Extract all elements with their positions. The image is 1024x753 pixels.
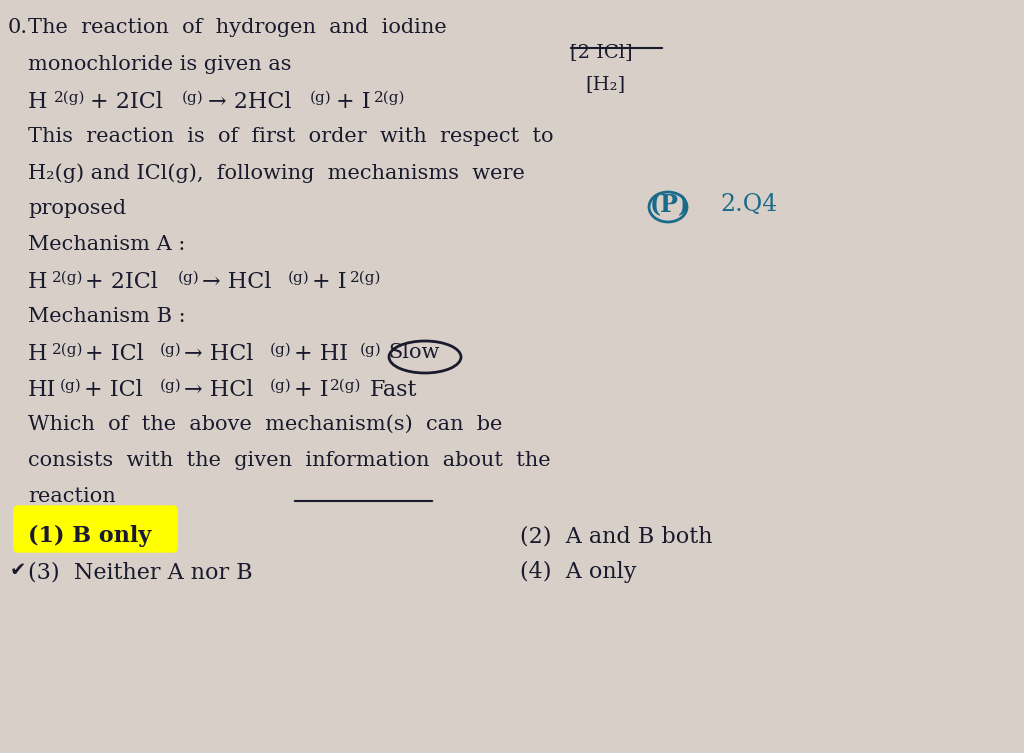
Text: → HCl: → HCl xyxy=(202,271,271,293)
Text: (1) B only: (1) B only xyxy=(28,525,152,547)
Text: (3)  Neither A nor B: (3) Neither A nor B xyxy=(28,561,253,583)
Text: 2.Q4: 2.Q4 xyxy=(720,193,777,216)
Text: 2(g): 2(g) xyxy=(350,271,382,285)
Text: (P): (P) xyxy=(650,193,690,217)
Text: + 2ICl: + 2ICl xyxy=(90,91,163,113)
Text: HI: HI xyxy=(28,379,56,401)
Text: This  reaction  is  of  first  order  with  respect  to: This reaction is of first order with res… xyxy=(28,127,554,146)
Text: Which  of  the  above  mechanism(s)  can  be: Which of the above mechanism(s) can be xyxy=(28,415,503,434)
Text: H: H xyxy=(28,91,47,113)
Text: 2(g): 2(g) xyxy=(374,91,406,105)
Text: 2(g): 2(g) xyxy=(52,343,84,358)
Text: Mechanism A :: Mechanism A : xyxy=(28,235,185,254)
Text: 2(g): 2(g) xyxy=(54,91,85,105)
Text: + 2ICl: + 2ICl xyxy=(85,271,158,293)
Text: consists  with  the  given  information  about  the: consists with the given information abou… xyxy=(28,451,551,470)
Text: + ICl: + ICl xyxy=(84,379,142,401)
Text: proposed: proposed xyxy=(28,199,126,218)
Text: H: H xyxy=(28,271,47,293)
Text: monochloride is given as: monochloride is given as xyxy=(28,55,292,74)
Text: (g): (g) xyxy=(160,379,181,393)
Text: → HCl: → HCl xyxy=(184,379,253,401)
Text: + I: + I xyxy=(312,271,347,293)
Text: [2 ICl]: [2 ICl] xyxy=(570,43,633,61)
Text: 2(g): 2(g) xyxy=(52,271,84,285)
Text: Mechanism B :: Mechanism B : xyxy=(28,307,185,326)
Text: reaction: reaction xyxy=(28,487,116,506)
Text: (4)  A only: (4) A only xyxy=(520,561,637,583)
Text: (g): (g) xyxy=(60,379,82,393)
Text: + I: + I xyxy=(336,91,371,113)
Text: + HI: + HI xyxy=(294,343,348,365)
Text: 2(g): 2(g) xyxy=(330,379,361,393)
Text: → HCl: → HCl xyxy=(184,343,253,365)
Text: Slow: Slow xyxy=(388,343,439,362)
Text: (g): (g) xyxy=(182,91,204,105)
Text: (2)  A and B both: (2) A and B both xyxy=(520,525,713,547)
Text: 0.: 0. xyxy=(8,18,28,37)
Text: The  reaction  of  hydrogen  and  iodine: The reaction of hydrogen and iodine xyxy=(28,18,446,37)
Text: + ICl: + ICl xyxy=(85,343,143,365)
Text: (g): (g) xyxy=(288,271,309,285)
Text: [H₂]: [H₂] xyxy=(585,75,625,93)
Text: (g): (g) xyxy=(270,379,292,393)
Text: (g): (g) xyxy=(160,343,181,358)
Text: → 2HCl: → 2HCl xyxy=(208,91,292,113)
Text: Fast: Fast xyxy=(370,379,418,401)
Text: (g): (g) xyxy=(270,343,292,358)
Text: H₂(g) and ICl(g),  following  mechanisms  were: H₂(g) and ICl(g), following mechanisms w… xyxy=(28,163,525,183)
Text: (g): (g) xyxy=(178,271,200,285)
FancyBboxPatch shape xyxy=(14,506,177,552)
Text: (g): (g) xyxy=(310,91,332,105)
Text: (g): (g) xyxy=(360,343,382,358)
Text: ✔: ✔ xyxy=(10,561,27,580)
Text: H: H xyxy=(28,343,47,365)
Text: + I: + I xyxy=(294,379,329,401)
